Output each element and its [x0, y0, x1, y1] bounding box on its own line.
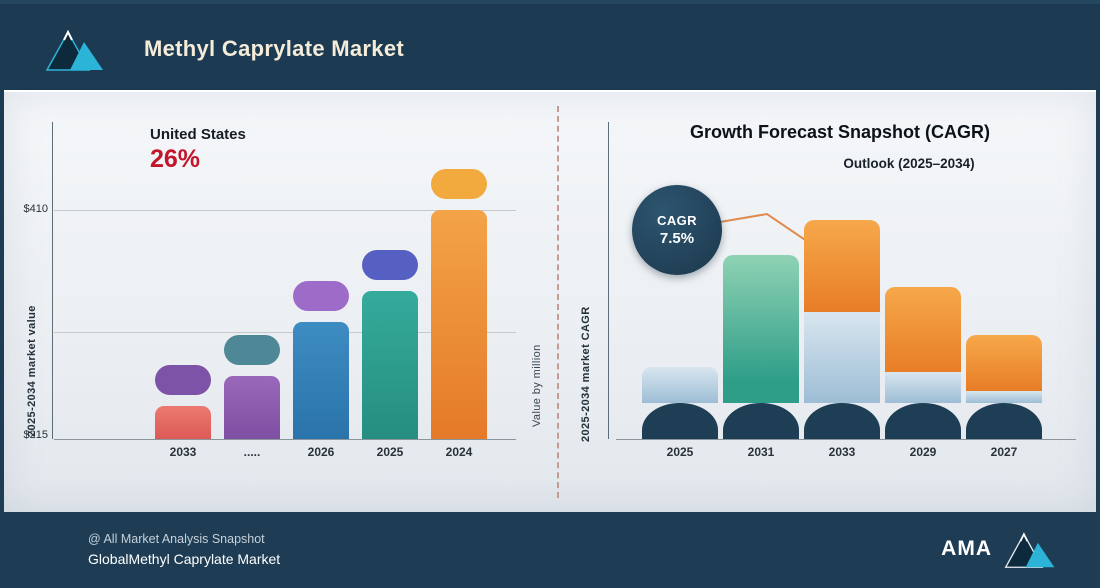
- rbar-2025-blue-segment: [642, 367, 718, 403]
- panel-divider: [557, 106, 559, 498]
- bar-dots-main: [224, 376, 280, 439]
- right-chart-title: Growth Forecast Snapshot (CAGR): [689, 122, 990, 142]
- gridline-mid: [54, 332, 516, 333]
- cagr-badge-value: 7.5%: [659, 230, 695, 247]
- right-cat-5: 2027: [990, 445, 1018, 459]
- right-cat-1: 2025: [666, 445, 694, 459]
- right-baseline: [616, 439, 1076, 440]
- bar-2026-cap: [293, 281, 349, 311]
- footer-line2: GlobalMethyl Caprylate Market: [88, 550, 281, 567]
- bar-2033-main: [155, 406, 211, 439]
- bar-2024-main: [431, 210, 487, 439]
- rbar-2027: [966, 335, 1042, 439]
- bar-2025: [362, 250, 418, 439]
- rbar-2027-orange-segment: [966, 335, 1042, 391]
- bar-2024: [431, 169, 487, 439]
- header: Methyl Caprylate Market: [0, 0, 1100, 94]
- right-chart-subtitle: Outlook (2025–2034): [843, 156, 975, 171]
- left-baseline: [54, 439, 516, 440]
- rbar-2029-orange-segment: [885, 287, 961, 372]
- left-y-axis-label: 2025-2034 market value: [26, 305, 38, 437]
- highlight-percentage: 26%: [150, 145, 201, 173]
- bar-2033-cap: [155, 365, 211, 395]
- rbar-2031-base-dome: [723, 403, 799, 439]
- left-bars-plot: [155, 122, 487, 439]
- bar-2025-cap: [362, 250, 418, 280]
- left-cat-3: 2026: [307, 445, 335, 459]
- ama-logo-icon: [44, 26, 106, 72]
- rbar-2027-base-dome: [966, 403, 1042, 439]
- page-title: Methyl Caprylate Market: [144, 36, 404, 61]
- footer: @ All Market Analysis Snapshot GlobalMet…: [0, 510, 1100, 588]
- footer-text-block: @ All Market Analysis Snapshot GlobalMet…: [88, 532, 280, 567]
- rbar-2025: [642, 367, 718, 439]
- right-y-axis-label: 2025-2034 market CAGR: [580, 306, 592, 442]
- left-category-labels: 2033 ..... 2026 2025 2024: [155, 445, 487, 459]
- rbar-2033: [804, 220, 880, 439]
- cagr-badge-label: CAGR: [657, 213, 697, 228]
- left-cat-4: 2025: [376, 445, 404, 459]
- rbar-2031-teal-segment: [723, 255, 799, 403]
- content-panel: 2025-2034 market value United States 26%…: [4, 90, 1096, 512]
- footer-line1: @ All Market Analysis Snapshot: [88, 531, 265, 546]
- bar-2025-main: [362, 291, 418, 439]
- footer-brand-text: AMA: [941, 537, 992, 560]
- tick-215: $215: [23, 429, 48, 441]
- rbar-2029-blue-segment: [885, 372, 961, 403]
- cagr-badge: CAGR 7.5%: [632, 185, 722, 275]
- right-cat-4: 2029: [909, 445, 937, 459]
- right-category-labels: 2025 2031 2033 2029 2027: [642, 445, 1042, 459]
- left-cat-2: .....: [243, 445, 261, 459]
- bar-dots: [224, 335, 280, 439]
- rbar-2029: [885, 287, 961, 439]
- bar-dots-cap: [224, 335, 280, 365]
- value-by-million-label: Value by million: [531, 344, 543, 427]
- bar-2033: [155, 365, 211, 439]
- right-y-axis-line: [608, 122, 609, 439]
- rbar-2029-base-dome: [885, 403, 961, 439]
- footer-brand-block: AMA: [941, 529, 1058, 569]
- bar-2026: [293, 281, 349, 439]
- right-bars-plot: [642, 122, 1042, 439]
- rbar-2031: [723, 255, 799, 439]
- left-cat-5: 2024: [445, 445, 473, 459]
- right-cat-3: 2033: [828, 445, 856, 459]
- tick-410: $410: [23, 203, 48, 215]
- rbar-2025-base-dome: [642, 403, 718, 439]
- bar-2026-main: [293, 322, 349, 439]
- rbar-2027-blue-segment: [966, 391, 1042, 403]
- gridline-410: [54, 210, 516, 211]
- left-cat-1: 2033: [169, 445, 197, 459]
- rbar-2033-orange-segment: [804, 220, 880, 312]
- right-cat-2: 2031: [747, 445, 775, 459]
- bar-2024-cap: [431, 169, 487, 199]
- region-label: United States: [150, 126, 246, 143]
- rbar-2033-blue-segment: [804, 312, 880, 403]
- left-y-axis-line: [52, 122, 53, 439]
- rbar-2033-base-dome: [804, 403, 880, 439]
- footer-ama-logo-icon: [1002, 529, 1058, 569]
